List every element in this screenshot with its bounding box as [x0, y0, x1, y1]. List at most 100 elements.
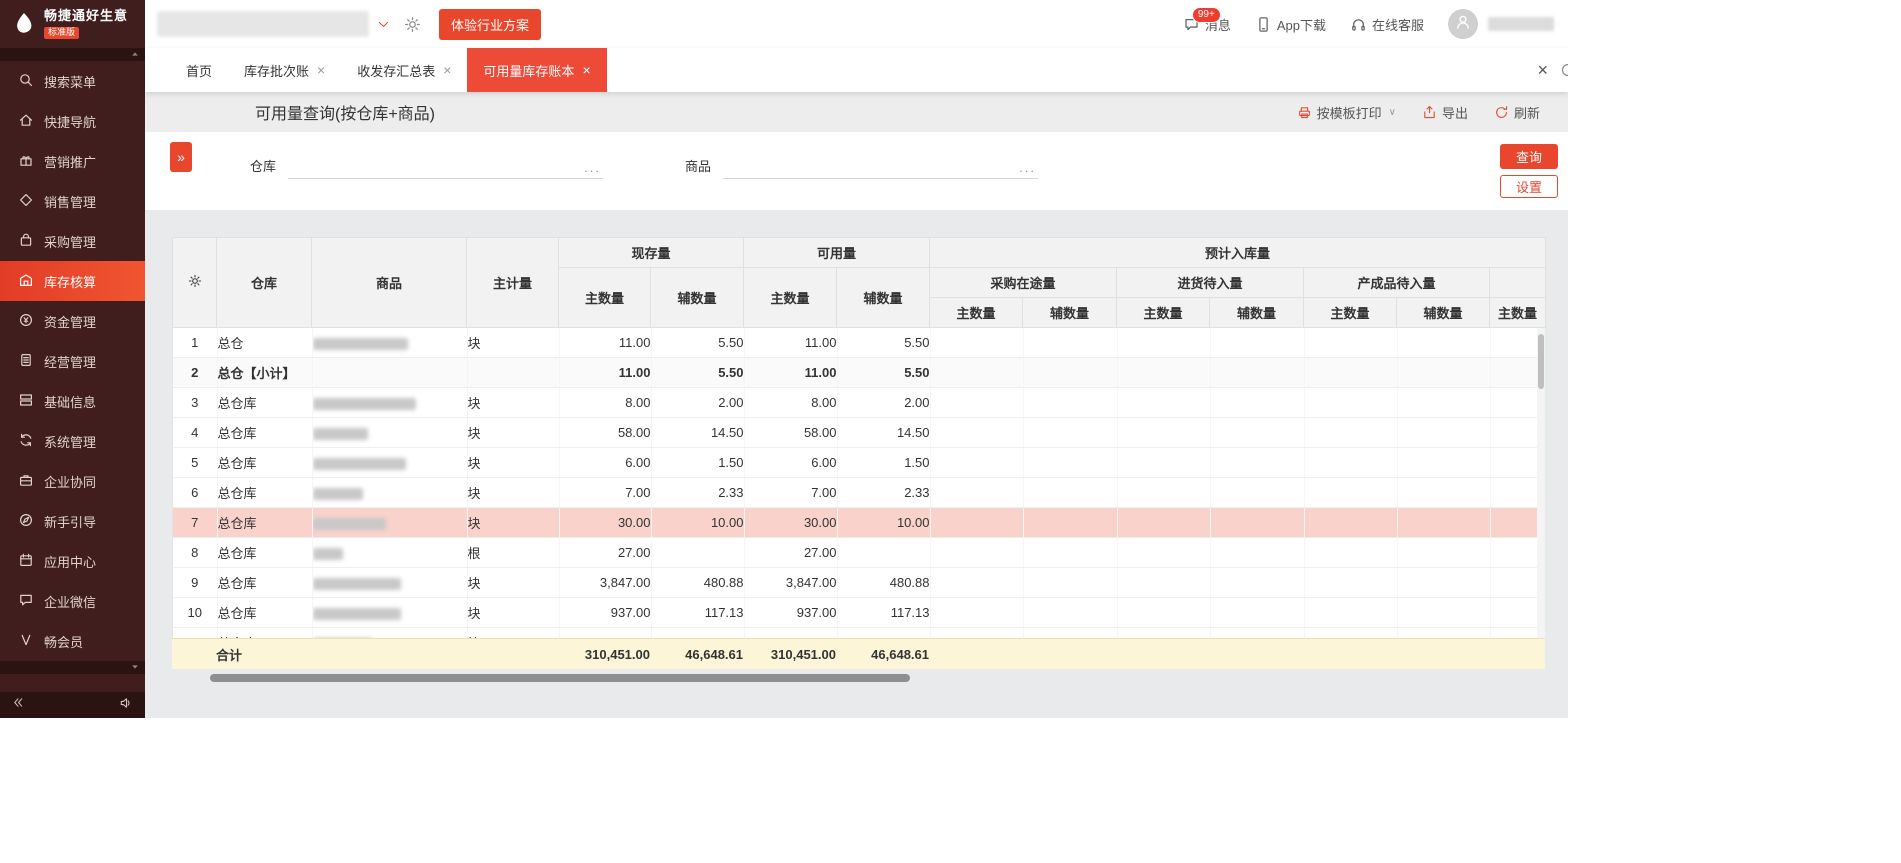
vertical-scrollbar[interactable]	[1537, 328, 1545, 638]
sidebar-item-bag[interactable]: 采购管理	[0, 221, 145, 261]
speaker-icon[interactable]	[119, 696, 133, 715]
tab-1[interactable]: 首页	[170, 48, 228, 92]
tab-2[interactable]: 库存批次账 ×	[228, 48, 341, 92]
table-row[interactable]: 7 总仓库块 30.00 10.00 30.00 10.00	[173, 507, 1544, 538]
sidebar-item-warehouse[interactable]: 库存核算	[0, 261, 145, 301]
table-row[interactable]: 3 总仓库块 8.00 2.00 8.00 2.00	[173, 387, 1544, 418]
sidebar-item-coin[interactable]: 资金管理	[0, 301, 145, 341]
avatar[interactable]	[1448, 9, 1478, 39]
tab-close-icon[interactable]: ×	[582, 62, 591, 78]
sidebar-scroll-up[interactable]	[0, 48, 145, 61]
product-input[interactable]: ...	[723, 154, 1039, 179]
vertical-scrollbar-thumb[interactable]	[1538, 334, 1544, 389]
cell: 3	[173, 387, 218, 418]
cell: 11.00	[559, 357, 652, 388]
tab-close-icon[interactable]: ×	[317, 62, 326, 78]
horizontal-scrollbar-thumb[interactable]	[210, 674, 910, 682]
col-header-aux-qty[interactable]: 辅数量	[649, 267, 745, 328]
col-header-warehouse[interactable]: 仓库	[216, 237, 312, 328]
trial-plan-button[interactable]: 体验行业方案	[439, 8, 542, 40]
cell: 总仓库	[217, 387, 313, 418]
sidebar-item-sync[interactable]: 系统管理	[0, 421, 145, 461]
page-title: 可用量查询(按仓库+商品)	[255, 106, 436, 123]
sidebar-item-search[interactable]: 搜索菜单	[0, 61, 145, 101]
close-all-tabs-icon[interactable]: ×	[1537, 59, 1548, 80]
column-settings-header[interactable]	[172, 237, 217, 328]
sidebar: 畅捷通好生意 标准版 搜索菜单 快捷导航 营销推广 销售管理 采购管理 库存核算 资金管理经…	[0, 0, 145, 718]
table-row[interactable]: 2 总仓【小计】 11.00 5.50 11.00 5.50	[173, 357, 1544, 388]
col-header-main-qty[interactable]: 主数量	[1116, 297, 1211, 328]
sidebar-item-chat[interactable]: 企业微信	[0, 581, 145, 621]
sidebar-scroll-down[interactable]	[0, 661, 145, 674]
table-row[interactable]: 5 总仓库块 6.00 1.50 6.00 1.50	[173, 447, 1544, 478]
col-header-aux-qty[interactable]: 辅数量	[836, 267, 931, 328]
cell	[1210, 387, 1305, 418]
messages-button[interactable]: 99+ 消息	[1183, 6, 1231, 34]
tab-4[interactable]: 可用量库存账本 ×	[467, 48, 607, 92]
settings-gear-icon[interactable]	[404, 16, 421, 33]
table-row[interactable]: 9 总仓库块 3,847.00 480.88 3,847.00 480.88	[173, 567, 1544, 598]
col-header-product[interactable]: 商品	[311, 237, 467, 328]
sidebar-item-compass[interactable]: 新手引导	[0, 501, 145, 541]
cell	[1117, 477, 1211, 508]
print-label: 按模板打印	[1316, 105, 1382, 121]
col-header-main-qty[interactable]: 主数量	[743, 267, 838, 328]
sidebar-item-gift[interactable]: 营销推广	[0, 141, 145, 181]
cell	[1304, 567, 1398, 598]
col-header-main-qty[interactable]: 主数量	[558, 267, 651, 328]
sidebar-item-vip[interactable]: 畅会员	[0, 621, 145, 661]
printer-icon	[1297, 105, 1312, 120]
warehouse-input[interactable]: ...	[288, 154, 604, 179]
col-header-main-qty[interactable]: 主数量	[1489, 297, 1547, 328]
grid-body-viewport[interactable]: 1 总仓块 11.00 5.50 11.00 5.50 2 总仓【小计】 11.00 5.50 11…	[172, 328, 1545, 638]
cell	[466, 638, 558, 669]
cell: 14.75	[651, 627, 745, 638]
query-button[interactable]: 查询	[1500, 144, 1558, 169]
cell	[1489, 638, 1545, 669]
sidebar-item-diamond[interactable]: 销售管理	[0, 181, 145, 221]
table-row[interactable]: 6 总仓库块 7.00 2.33 7.00 2.33	[173, 477, 1544, 508]
warehouse-picker-icon[interactable]: ...	[584, 160, 602, 175]
export-button[interactable]: 导出	[1422, 103, 1468, 122]
col-header-main-qty[interactable]: 主数量	[929, 297, 1024, 328]
tab-close-icon[interactable]: ×	[443, 62, 452, 78]
table-row[interactable]: 4 总仓库块 58.00 14.50 58.00 14.50	[173, 417, 1544, 448]
sidebar-item-list[interactable]: 基础信息	[0, 381, 145, 421]
col-header-aux-qty[interactable]: 辅数量	[1209, 297, 1305, 328]
col-header-unit[interactable]: 主计量	[466, 237, 559, 328]
print-caret-icon[interactable]: ∨	[1388, 106, 1396, 118]
table-row[interactable]: 8 总仓库根 27.00 27.00	[173, 537, 1544, 568]
settings-button[interactable]: 设置	[1500, 175, 1558, 198]
sidebar-item-label: 资金管理	[44, 314, 97, 330]
cell: 937.00	[744, 597, 838, 628]
org-selector-redacted[interactable]	[157, 11, 369, 37]
horizontal-scrollbar[interactable]	[172, 674, 1545, 682]
app-download-button[interactable]: App下载	[1255, 15, 1326, 34]
col-header-aux-qty[interactable]: 辅数量	[1022, 297, 1118, 328]
expand-filter-button[interactable]: »	[170, 142, 192, 172]
sidebar-item-calendar[interactable]: 应用中心	[0, 541, 145, 581]
cell: 11.00	[744, 328, 838, 358]
tab-list-icon[interactable]	[1560, 62, 1568, 78]
collapse-sidebar-icon[interactable]	[12, 696, 25, 714]
cell: 110.00	[559, 627, 652, 638]
refresh-button[interactable]: 刷新	[1494, 103, 1540, 122]
col-header-aux-qty[interactable]: 辅数量	[1396, 297, 1491, 328]
cell	[1397, 328, 1491, 358]
org-dropdown-caret-icon[interactable]	[377, 18, 390, 31]
product-picker-icon[interactable]: ...	[1019, 160, 1037, 175]
tab-3[interactable]: 收发存汇总表 ×	[341, 48, 467, 92]
sidebar-item-doc[interactable]: 经营管理	[0, 341, 145, 381]
print-by-template-button[interactable]: 按模板打印 ∨	[1297, 103, 1396, 122]
col-header-main-qty[interactable]: 主数量	[1303, 297, 1398, 328]
sidebar-item-briefcase[interactable]: 企业协同	[0, 461, 145, 501]
cell: 14.75	[837, 627, 931, 638]
circle-glyph	[1561, 63, 1568, 77]
sync-icon	[18, 432, 34, 451]
online-service-button[interactable]: 在线客服	[1350, 15, 1424, 34]
sidebar-item-home[interactable]: 快捷导航	[0, 101, 145, 141]
table-row[interactable]: 1 总仓块 11.00 5.50 11.00 5.50	[173, 328, 1544, 358]
product-cell	[312, 567, 468, 598]
table-row[interactable]: 10 总仓库块 937.00 117.13 937.00 117.13	[173, 597, 1544, 628]
